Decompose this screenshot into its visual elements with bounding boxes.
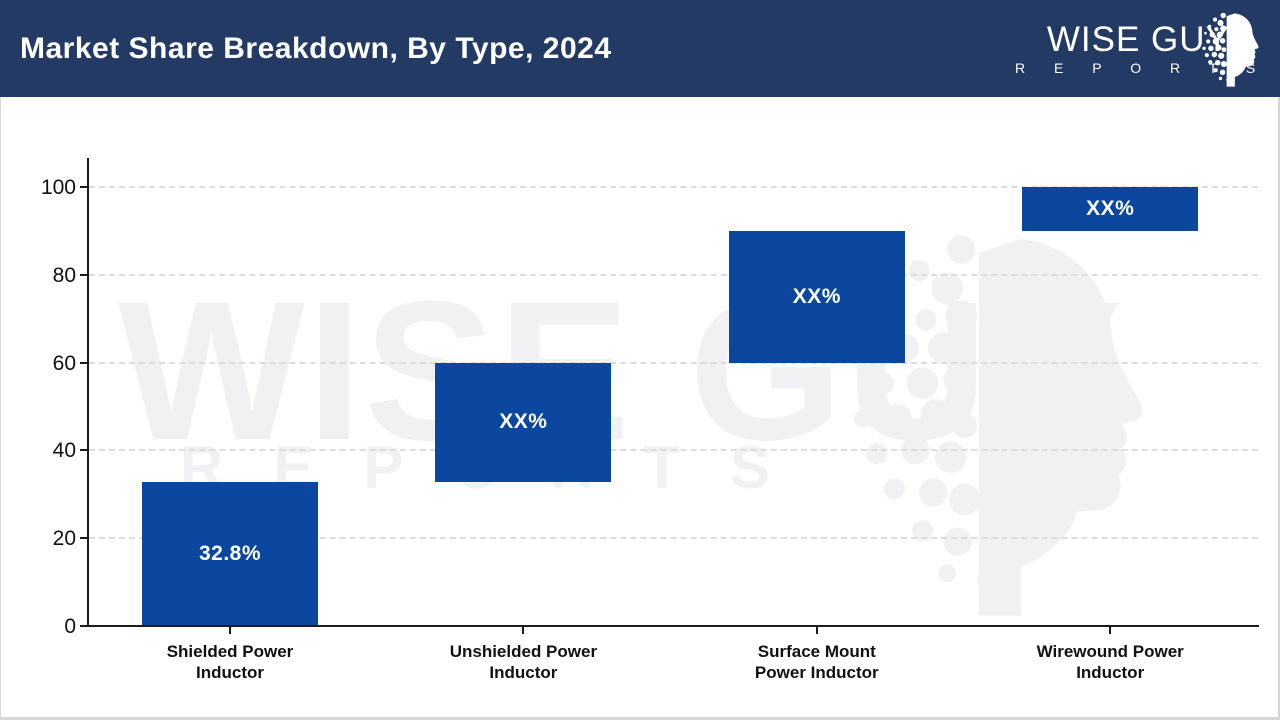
x-axis-tick	[522, 627, 525, 634]
page-right-edge	[1278, 97, 1280, 720]
x-axis-category-label: Unshielded Power Inductor	[449, 642, 598, 683]
market-share-chart: 0 20 40 60 80 100 32.8% Shielded Power Inductor…	[0, 97, 1280, 720]
y-axis-tick	[80, 625, 87, 627]
x-axis-category-label: Shielded Power Inductor	[166, 642, 294, 683]
gridline	[89, 537, 1258, 540]
header-bar: Market Share Breakdown, By Type, 2024 WI…	[0, 0, 1280, 97]
y-axis-line	[87, 158, 89, 626]
gridline	[89, 449, 1258, 452]
bar-segment: XX%	[1022, 187, 1199, 231]
page-left-edge	[0, 97, 1, 720]
bar-value-label: XX%	[1086, 196, 1135, 220]
bar-value-label: XX%	[792, 284, 841, 308]
y-axis-tick-label: 100	[40, 176, 76, 199]
y-axis-tick-label: 60	[52, 351, 76, 375]
page-bottom-edge	[0, 717, 1280, 720]
gridline	[89, 361, 1258, 364]
logo-reports-text: R E P O R T S	[1015, 60, 1268, 76]
y-axis-tick	[80, 361, 87, 364]
y-axis-tick	[80, 449, 87, 452]
logo-wise-guy-text: WISE GUY	[1046, 20, 1230, 59]
chart-title: Market Share Breakdown, By Type, 2024	[20, 31, 612, 65]
y-axis-tick-label: 0	[64, 615, 76, 638]
y-axis-tick-label: 80	[52, 263, 76, 287]
x-axis-tick	[815, 627, 818, 634]
x-axis-category-label: Surface Mount Power Inductor	[754, 642, 879, 683]
y-axis-tick	[80, 186, 87, 188]
bar-value-label: 32.8%	[198, 541, 262, 565]
logo-text: WISE GUY R E P O R T S	[1009, 22, 1268, 76]
y-axis-tick	[80, 273, 87, 276]
y-axis-tick-label: 20	[52, 527, 76, 551]
logo-head-icon	[1199, 10, 1268, 88]
gridline	[89, 273, 1258, 276]
y-axis-tick	[80, 537, 87, 540]
wise-guy-reports-logo: WISE GUY R E P O R T S	[1009, 10, 1264, 88]
x-axis-tick	[1109, 627, 1112, 634]
gridline	[89, 186, 1258, 188]
bar-segment: XX%	[435, 362, 612, 482]
x-axis-line	[87, 625, 1259, 627]
bar-segment: XX%	[728, 230, 905, 363]
x-axis-category-label: Wirewound Power Inductor	[1036, 642, 1184, 683]
bar-value-label: XX%	[499, 410, 548, 434]
y-axis-tick-label: 40	[52, 439, 76, 463]
x-axis-tick	[229, 627, 231, 634]
bar-segment: 32.8%	[142, 482, 318, 626]
